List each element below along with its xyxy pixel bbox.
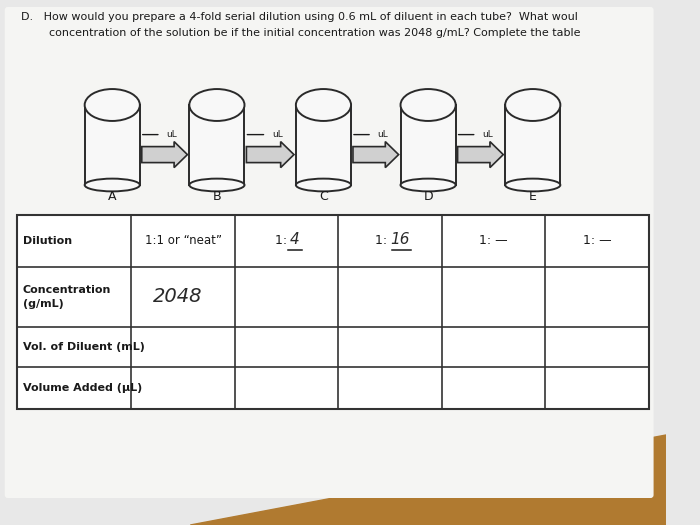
Text: E: E (528, 190, 537, 203)
Text: uL: uL (272, 130, 283, 139)
Text: A: A (108, 190, 116, 203)
Text: 1:: 1: (374, 235, 391, 247)
Ellipse shape (505, 89, 560, 121)
Text: 16: 16 (390, 232, 410, 247)
Text: 1:: 1: (275, 235, 291, 247)
Text: 4: 4 (289, 232, 299, 247)
Bar (85, 105, 140, 185)
Ellipse shape (296, 89, 351, 121)
Bar (17, 215, 649, 409)
Text: 1: —: 1: — (583, 235, 611, 247)
Bar (189, 105, 244, 185)
Text: Vol. of Diluent (mL): Vol. of Diluent (mL) (23, 342, 145, 352)
Ellipse shape (189, 89, 244, 121)
Text: uL: uL (378, 130, 388, 139)
Text: D.   How would you prepare a 4-fold serial dilution using 0.6 mL of diluent in e: D. How would you prepare a 4-fold serial… (21, 12, 578, 22)
FancyBboxPatch shape (5, 7, 654, 498)
Ellipse shape (505, 89, 560, 121)
Ellipse shape (189, 89, 244, 121)
Bar (296, 105, 351, 185)
Text: 1: —: 1: — (480, 235, 508, 247)
FancyArrow shape (246, 142, 294, 167)
Text: Concentration
(g/mL): Concentration (g/mL) (23, 286, 111, 309)
Text: Dilution: Dilution (23, 236, 72, 246)
Text: 1:1 or “neat”: 1:1 or “neat” (144, 235, 221, 247)
Bar (400, 105, 456, 185)
Ellipse shape (400, 89, 456, 121)
Ellipse shape (400, 178, 456, 192)
Text: C: C (319, 190, 328, 203)
Text: concentration of the solution be if the initial concentration was 2048 g/mL? Com: concentration of the solution be if the … (21, 28, 580, 38)
FancyArrow shape (353, 142, 398, 167)
Ellipse shape (85, 89, 140, 121)
Ellipse shape (296, 178, 351, 192)
Ellipse shape (189, 178, 244, 192)
Ellipse shape (400, 89, 456, 121)
Text: Volume Added (μL): Volume Added (μL) (23, 383, 142, 393)
Text: B: B (213, 190, 221, 203)
Polygon shape (190, 435, 666, 525)
Text: uL: uL (482, 130, 493, 139)
Text: 2048: 2048 (153, 288, 202, 307)
Text: D: D (424, 190, 433, 203)
Text: uL: uL (167, 130, 177, 139)
FancyArrow shape (458, 142, 503, 167)
Ellipse shape (85, 178, 140, 192)
Ellipse shape (85, 89, 140, 121)
Ellipse shape (505, 178, 560, 192)
FancyArrow shape (142, 142, 188, 167)
Ellipse shape (296, 89, 351, 121)
Bar (505, 105, 560, 185)
